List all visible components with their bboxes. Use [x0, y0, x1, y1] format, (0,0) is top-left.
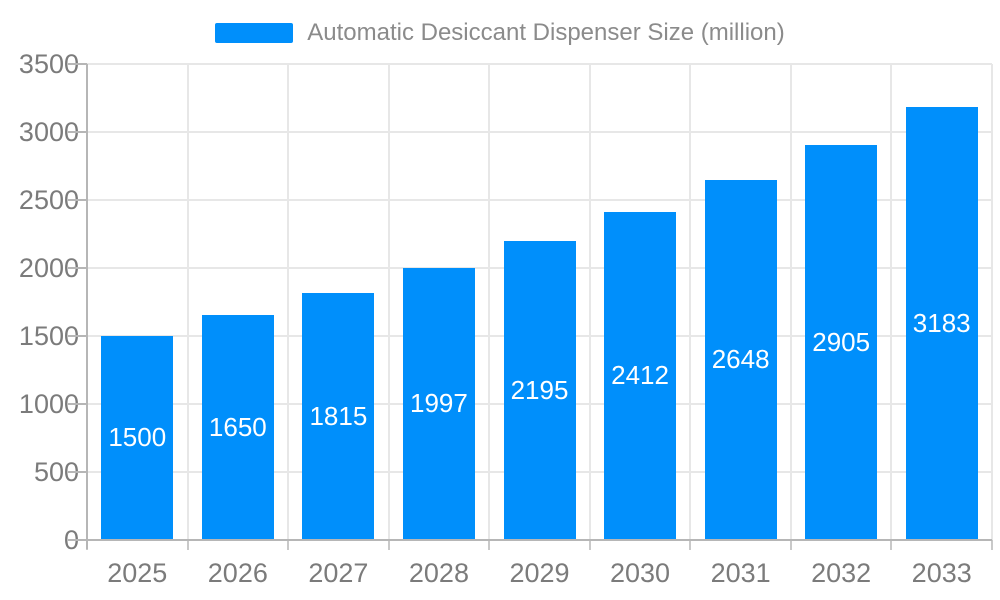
bar-value-label: 1650 — [208, 411, 267, 442]
x-tick — [588, 539, 591, 550]
x-tick-label: 2025 — [107, 558, 168, 588]
x-tick — [287, 539, 290, 550]
bar-value-label: 2648 — [711, 344, 770, 375]
bar: 2648 — [704, 179, 777, 540]
bar-value-label: 1500 — [108, 422, 167, 453]
y-tick — [68, 198, 87, 201]
bar: 2905 — [805, 144, 878, 540]
v-gridline — [287, 64, 290, 540]
bar: 1500 — [101, 335, 174, 540]
y-tick — [68, 538, 87, 541]
bar: 2195 — [503, 241, 576, 540]
v-gridline — [991, 64, 993, 540]
y-tick — [68, 334, 87, 337]
bar: 1650 — [201, 315, 274, 540]
x-tick-label: 2033 — [911, 558, 972, 588]
x-axis-line — [87, 538, 992, 541]
x-tick — [689, 539, 692, 550]
v-gridline — [588, 64, 591, 540]
bar-value-label: 1815 — [309, 400, 368, 431]
v-gridline — [488, 64, 491, 540]
v-gridline — [186, 64, 189, 540]
x-tick-label: 2028 — [408, 558, 469, 588]
x-tick — [789, 539, 792, 550]
bar: 1997 — [402, 268, 475, 540]
bar-value-label: 1997 — [410, 388, 468, 419]
bar-value-label: 2195 — [510, 374, 569, 405]
x-tick — [387, 539, 390, 550]
h-gridline — [87, 63, 992, 65]
y-tick — [68, 470, 87, 473]
x-tick — [890, 539, 893, 550]
v-gridline — [890, 64, 893, 540]
legend-swatch — [215, 23, 294, 43]
x-tick — [991, 539, 993, 550]
v-gridline — [789, 64, 792, 540]
x-tick-label: 2027 — [308, 558, 369, 588]
bar: 1815 — [302, 292, 375, 540]
bar-value-label: 3183 — [912, 307, 971, 338]
v-gridline — [689, 64, 692, 540]
bar: 3183 — [905, 107, 978, 540]
bar: 2412 — [604, 211, 677, 540]
v-gridline — [387, 64, 390, 540]
bar-value-label: 2412 — [611, 360, 669, 391]
plot-area: 1500 1650 1815 1997 2195 2412 2648 2905 3183 — [87, 63, 993, 540]
y-axis-line — [86, 64, 88, 549]
h-gridline — [87, 198, 992, 201]
bar-value-label: 2905 — [812, 326, 871, 357]
y-tick — [68, 63, 87, 65]
x-tick — [488, 539, 491, 550]
legend-label: Automatic Desiccant Dispenser Size (mill… — [307, 19, 785, 46]
x-tick-label: 2029 — [509, 558, 570, 588]
x-tick-label: 2030 — [610, 558, 671, 588]
legend-item[interactable]: Automatic Desiccant Dispenser Size (mill… — [0, 18, 1000, 48]
x-tick-label: 2031 — [710, 558, 771, 588]
y-tick — [68, 402, 87, 405]
h-gridline — [87, 130, 992, 133]
y-tick — [68, 130, 87, 133]
x-tick-label: 2032 — [811, 558, 872, 588]
x-tick-label: 2026 — [207, 558, 268, 588]
x-tick — [186, 539, 189, 550]
y-tick — [68, 266, 87, 269]
